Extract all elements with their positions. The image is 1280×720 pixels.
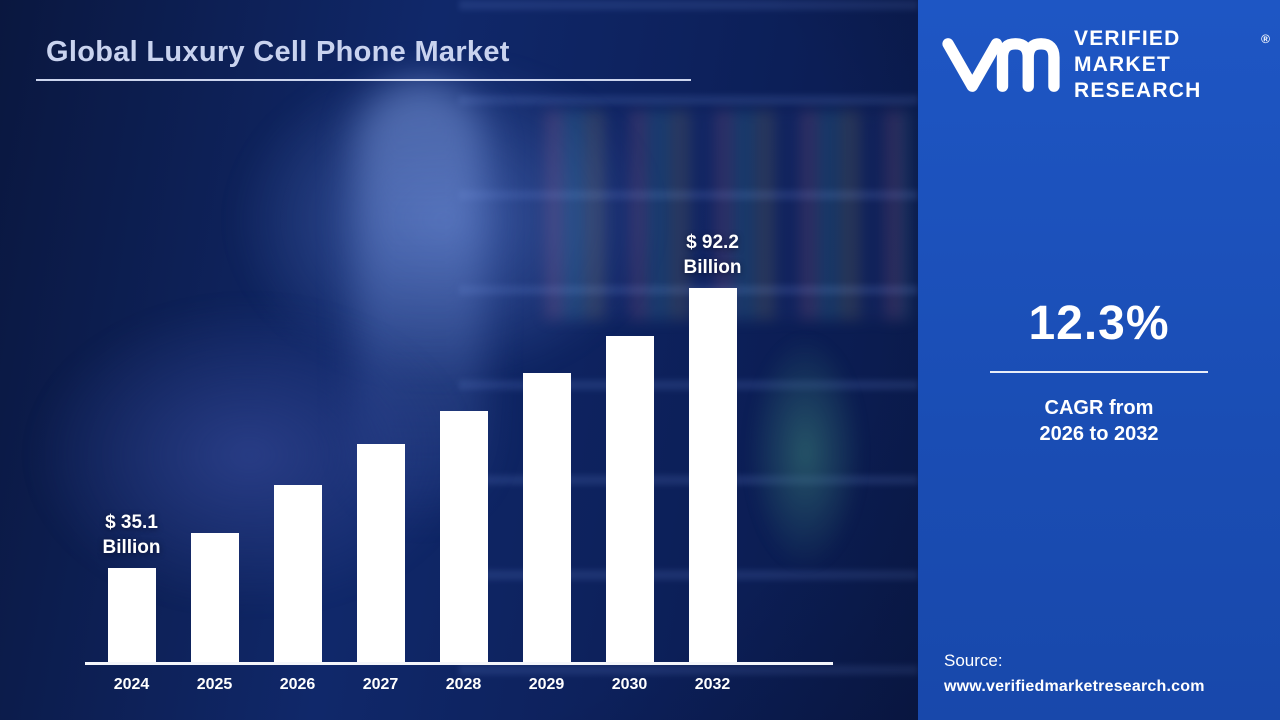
bar xyxy=(107,568,156,662)
cagr-label-line: CAGR from xyxy=(1044,397,1154,419)
bar-value-label: $ 35.1 Billion xyxy=(102,511,161,559)
title-block: Global Luxury Cell Phone Market xyxy=(36,36,691,81)
cagr-value: 12.3% xyxy=(1028,297,1170,350)
brand-name: VERIFIED MARKET RESEARCH xyxy=(1074,26,1201,104)
brand-line: MARKET xyxy=(1074,53,1172,77)
bar xyxy=(273,485,322,662)
bar-column xyxy=(505,373,588,662)
page-title: Global Luxury Cell Phone Market xyxy=(46,36,510,68)
x-axis-labels: 2024 2025 2026 2027 2028 2029 2030 2032 xyxy=(85,676,833,694)
bar xyxy=(522,373,571,662)
x-axis-tick-label: 2027 xyxy=(362,676,399,693)
bar-chart: $ 35.1 Billion $ 92.2 Billion 2024 2025 2026 2… xyxy=(85,230,833,694)
bar-column xyxy=(339,444,422,662)
brand-line: RESEARCH xyxy=(1074,79,1202,103)
cagr-label-line: 2026 to 2032 xyxy=(1039,423,1159,445)
registered-trademark: ® xyxy=(1261,32,1270,46)
source-block: Source: www.verifiedmarketresearch.com xyxy=(944,651,1205,696)
x-axis-tick-label: 2025 xyxy=(196,676,233,693)
bar xyxy=(439,411,488,662)
title-underline xyxy=(36,79,691,81)
x-axis-tick-label: 2030 xyxy=(611,676,648,693)
x-axis-tick-label: 2024 xyxy=(113,676,150,693)
brand-line: VERIFIED xyxy=(1074,27,1181,50)
bar-value-label: $ 92.2 Billion xyxy=(683,231,742,279)
bar-column xyxy=(173,533,256,662)
bar xyxy=(356,444,405,662)
bar-column xyxy=(256,485,339,662)
bar xyxy=(605,336,654,662)
source-label: Source: xyxy=(944,651,1003,670)
bar xyxy=(688,288,737,662)
bar-column xyxy=(422,411,505,662)
chart-plot-area: $ 35.1 Billion $ 92.2 Billion xyxy=(85,230,833,665)
x-axis-tick-label: 2032 xyxy=(694,676,731,693)
cagr-divider xyxy=(990,371,1208,373)
bar xyxy=(190,533,239,662)
brand-block: VERIFIED MARKET RESEARCH xyxy=(942,26,1260,104)
bar-column xyxy=(588,336,671,662)
cagr-label: CAGR from 2026 to 2032 xyxy=(918,395,1280,447)
x-axis-tick-label: 2026 xyxy=(279,676,316,693)
x-axis-tick-label: 2029 xyxy=(528,676,565,693)
x-axis-tick-label: 2028 xyxy=(445,676,482,693)
bar-column: $ 35.1 Billion xyxy=(90,510,173,662)
bar-column: $ 92.2 Billion xyxy=(671,230,754,662)
chart-section: Global Luxury Cell Phone Market $ 35.1 Bi… xyxy=(0,0,918,720)
cagr-block: 12.3% CAGR from 2026 to 2032 xyxy=(918,296,1280,447)
vmr-logo-icon xyxy=(942,38,1060,92)
source-url[interactable]: www.verifiedmarketresearch.com xyxy=(944,678,1205,695)
info-panel: VERIFIED MARKET RESEARCH ® 12.3% CAGR fr… xyxy=(918,0,1280,720)
